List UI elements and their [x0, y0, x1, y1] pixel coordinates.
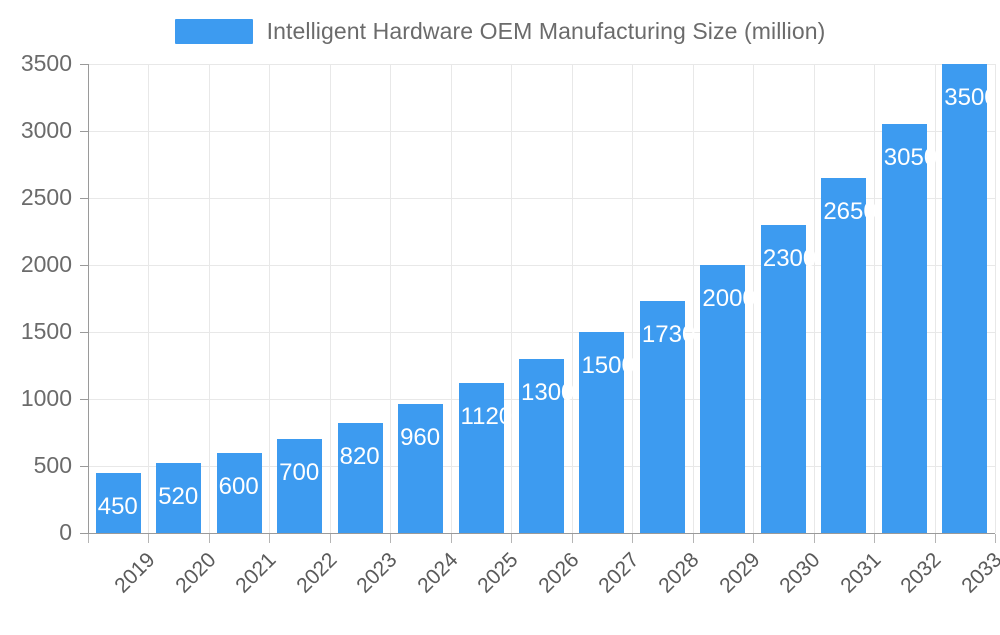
gridline-vertical — [209, 64, 210, 533]
bar-chart: Intelligent Hardware OEM Manufacturing S… — [0, 14, 1000, 598]
x-axis-tick-mark — [330, 534, 331, 543]
chart-legend: Intelligent Hardware OEM Manufacturing S… — [0, 14, 1000, 48]
legend-label: Intelligent Hardware OEM Manufacturing S… — [266, 17, 826, 44]
x-axis-tick-mark — [693, 534, 694, 543]
bar[interactable] — [700, 265, 746, 533]
x-axis-tick-mark — [511, 534, 512, 543]
bar-value-label: 960 — [400, 424, 441, 452]
bar[interactable] — [398, 404, 444, 533]
bar-value-label: 1120 — [460, 402, 513, 430]
y-axis-tick-label: 2500 — [20, 184, 72, 210]
bar-value-label: 450 — [97, 492, 138, 520]
bar[interactable] — [942, 64, 988, 533]
bar-value-label: 1500 — [581, 352, 635, 379]
gridline-horizontal — [88, 131, 995, 132]
bar[interactable] — [821, 177, 867, 533]
y-axis-line — [88, 64, 89, 534]
x-axis-tick-mark — [874, 534, 875, 543]
gridline-horizontal — [88, 64, 995, 65]
y-axis-tick-label: 3500 — [20, 50, 72, 76]
bar-value-label: 1730 — [641, 321, 696, 349]
bar-value-label: 2300 — [762, 244, 817, 272]
x-axis-tick-mark — [451, 534, 452, 543]
gridline-vertical — [995, 64, 996, 533]
y-axis-tick-mark — [80, 131, 88, 132]
gridline-vertical — [148, 64, 149, 533]
x-axis-tick-mark — [935, 534, 936, 543]
y-axis-tick-label: 1000 — [20, 385, 72, 411]
bar[interactable] — [337, 423, 383, 533]
bars-container: 450 520 600 700 820 960 1120 1300 1500 1730 2000 23… — [88, 64, 995, 533]
x-axis-tick-mark — [572, 534, 573, 543]
gridline-vertical — [814, 64, 815, 533]
gridline-vertical — [511, 64, 512, 533]
x-axis-tick-mark — [632, 534, 633, 543]
bar[interactable] — [519, 358, 564, 533]
y-axis-tick-mark — [80, 64, 88, 65]
gridline-horizontal — [88, 198, 995, 199]
bar-value-label: 2000 — [702, 285, 756, 312]
bar[interactable] — [216, 452, 262, 533]
x-axis-tick-mark — [753, 534, 754, 543]
y-axis-tick-mark — [80, 466, 88, 467]
y-axis-tick-mark — [80, 332, 88, 333]
bar-value-label: 2650 — [823, 197, 877, 225]
y-axis-tick-mark — [80, 265, 88, 266]
bar-value-label: 3500 — [944, 84, 995, 111]
bar[interactable] — [639, 301, 685, 533]
gridline-vertical — [935, 64, 936, 533]
y-axis-tick-label: 3000 — [20, 117, 72, 143]
y-axis-tick-mark — [80, 399, 88, 400]
bar-value-label: 820 — [339, 443, 380, 471]
gridline-horizontal — [88, 265, 995, 266]
gridline-vertical — [390, 64, 391, 533]
bar[interactable] — [277, 439, 323, 533]
x-axis-tick-mark — [88, 534, 89, 543]
x-axis-tick-mark — [390, 534, 391, 543]
y-axis-tick-label: 500 — [33, 452, 72, 478]
bar[interactable] — [579, 332, 625, 533]
plot-area: 450 520 600 700 820 960 1120 1300 1500 1730 2000 23… — [88, 64, 996, 534]
x-axis-tick-mark — [995, 534, 996, 543]
bar[interactable] — [156, 463, 202, 533]
bar-value-label: 520 — [158, 483, 199, 511]
x-axis-tick-mark — [814, 534, 815, 543]
gridline-horizontal — [88, 332, 995, 333]
bar[interactable] — [95, 472, 141, 533]
legend-swatch-icon[interactable] — [174, 18, 253, 44]
bar[interactable] — [458, 382, 504, 533]
y-axis-tick-label: 2000 — [20, 251, 72, 277]
x-axis-tick-mark — [209, 534, 210, 543]
x-axis-line — [88, 533, 995, 534]
x-axis-tick-mark — [148, 534, 149, 543]
gridline-vertical — [693, 64, 694, 533]
gridline-vertical — [753, 64, 754, 533]
bar-value-label: 600 — [218, 472, 259, 500]
bar-value-label: 1300 — [521, 378, 575, 406]
y-axis-tick-mark — [80, 533, 88, 534]
gridline-vertical — [572, 64, 573, 533]
gridline-vertical — [269, 64, 270, 533]
bar-value-label: 3050 — [883, 144, 938, 172]
gridline-vertical — [330, 64, 331, 533]
y-axis-tick-label: 1500 — [20, 318, 72, 344]
gridline-vertical — [632, 64, 633, 533]
gridline-vertical — [451, 64, 452, 533]
bar[interactable] — [881, 124, 927, 533]
y-axis-tick-mark — [80, 198, 88, 199]
y-axis-tick-label: 0 — [59, 519, 72, 545]
x-axis-tick-mark — [269, 534, 270, 543]
gridline-vertical — [874, 64, 875, 533]
bar-value-label: 700 — [279, 459, 320, 487]
bar[interactable] — [760, 224, 806, 533]
